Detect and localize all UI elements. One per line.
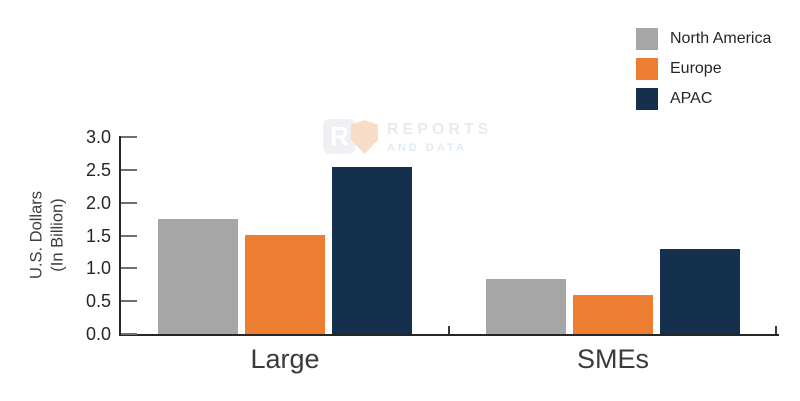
y-tick-3.0 (121, 136, 137, 138)
legend-item-europe: Europe (636, 58, 771, 80)
y-tick-label-2.5: 2.5 (85, 160, 111, 180)
legend-swatch-europe (636, 58, 658, 80)
legend: North America Europe APAC (636, 28, 771, 118)
legend-label-apac: APAC (670, 90, 713, 107)
x-category-label-large: Large (250, 344, 320, 374)
legend-label-north-america: North America (670, 30, 772, 47)
y-tick-2.5 (121, 169, 137, 171)
y-axis-line (119, 136, 121, 336)
bar-apac-large (332, 167, 412, 334)
y-tick-0.5 (121, 300, 137, 302)
y-tick-label-0.0: 0.0 (85, 324, 111, 344)
x-category-label-smes: SMEs (576, 344, 650, 374)
y-axis-tick-labels: 3.0 2.5 2.0 1.5 1.0 0.5 0.0 (0, 127, 111, 344)
bar-europe-large (245, 235, 325, 334)
plot-area (121, 136, 777, 335)
legend-swatch-north-america (636, 28, 658, 50)
y-tick-label-0.5: 0.5 (85, 291, 111, 311)
x-axis-line (119, 334, 779, 336)
x-axis-category-labels: Large SMEs (121, 344, 777, 384)
watermark-text: REPORTS AND DATA (387, 121, 492, 154)
x-boundary-tick-2 (775, 326, 777, 334)
y-tick-1.0 (121, 267, 137, 269)
watermark-line1: REPORTS (387, 121, 493, 138)
y-tick-label-1.0: 1.0 (85, 258, 111, 278)
legend-swatch-apac (636, 88, 658, 110)
bar-north-america-smes (486, 279, 566, 334)
x-boundary-tick-1 (448, 326, 450, 334)
watermark: R REPORTS AND DATA (323, 119, 492, 154)
legend-item-apac: APAC (636, 88, 771, 110)
bar-north-america-large (158, 219, 238, 334)
bar-europe-smes (573, 295, 653, 334)
y-tick-1.5 (121, 235, 137, 237)
y-tick-label-1.5: 1.5 (85, 226, 111, 246)
y-tick-0.0 (121, 333, 137, 335)
y-tick-2.0 (121, 202, 137, 204)
watermark-line2: AND DATA (387, 142, 467, 154)
y-tick-label-2.0: 2.0 (85, 193, 111, 213)
legend-item-north-america: North America (636, 28, 771, 50)
watermark-logo-r-icon: R (323, 119, 356, 154)
legend-label-europe: Europe (670, 60, 722, 77)
bar-apac-smes (660, 249, 740, 334)
y-tick-label-3.0: 3.0 (85, 127, 111, 147)
